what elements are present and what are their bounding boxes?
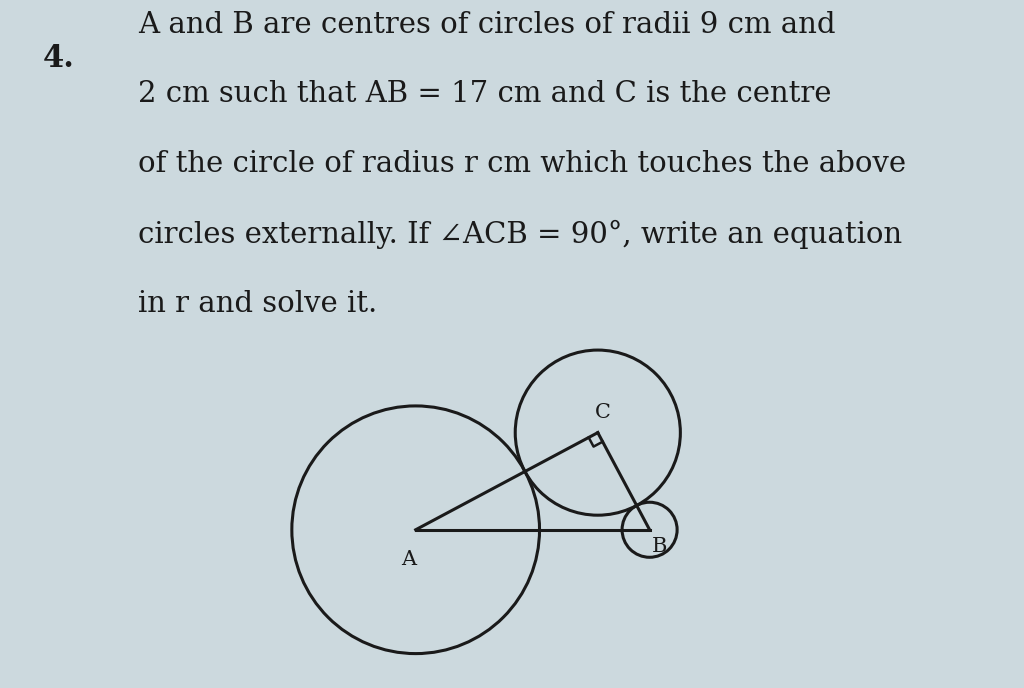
Text: of the circle of radius r cm which touches the above: of the circle of radius r cm which touch… — [138, 150, 906, 178]
Text: B: B — [651, 537, 667, 556]
Text: 4.: 4. — [43, 43, 75, 74]
Text: in r and solve it.: in r and solve it. — [138, 290, 378, 318]
Text: A: A — [401, 550, 417, 570]
Text: 2 cm such that AB = 17 cm and C is the centre: 2 cm such that AB = 17 cm and C is the c… — [138, 80, 831, 109]
Text: circles externally. If ∠ACB = 90°, write an equation: circles externally. If ∠ACB = 90°, write… — [138, 220, 902, 249]
Text: C: C — [595, 402, 611, 422]
Text: A and B are centres of circles of radii 9 cm and: A and B are centres of circles of radii … — [138, 11, 836, 39]
